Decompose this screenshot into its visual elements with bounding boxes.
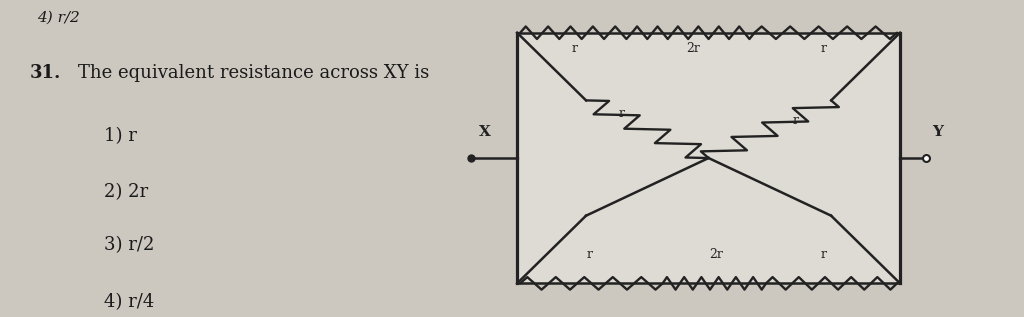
Text: 4) r/4: 4) r/4 xyxy=(103,293,154,311)
Text: 4) r/2: 4) r/2 xyxy=(37,11,80,25)
Bar xyxy=(517,33,900,283)
Text: 3) r/2: 3) r/2 xyxy=(103,236,154,254)
Text: 1) r: 1) r xyxy=(103,127,136,145)
Text: r: r xyxy=(793,114,799,127)
Text: The equivalent resistance across XY is: The equivalent resistance across XY is xyxy=(78,64,429,82)
Text: r: r xyxy=(820,248,826,261)
Text: 2) 2r: 2) 2r xyxy=(103,183,147,201)
Text: 2r: 2r xyxy=(710,248,723,261)
Text: X: X xyxy=(478,125,490,139)
Text: 31.: 31. xyxy=(30,64,61,82)
Text: r: r xyxy=(587,248,593,261)
Text: r: r xyxy=(571,42,578,55)
Text: 2r: 2r xyxy=(686,42,700,55)
Text: Y: Y xyxy=(932,125,943,139)
Text: r: r xyxy=(820,42,826,55)
Text: r: r xyxy=(618,107,625,120)
